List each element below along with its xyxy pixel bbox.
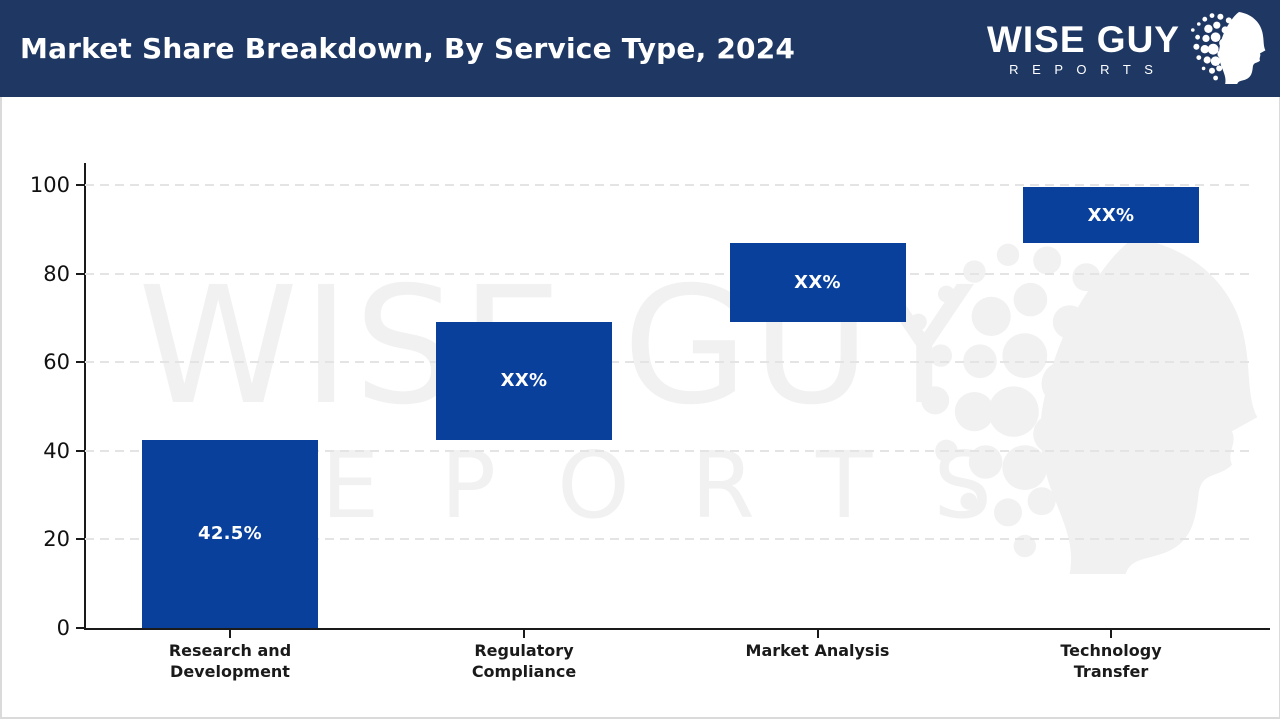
bar-value-label: 42.5% <box>198 523 262 545</box>
y-tick-mark <box>76 627 84 629</box>
x-axis-line <box>84 628 1270 630</box>
brand-logo: WISE GUY R E P O R T S <box>987 6 1266 90</box>
logo-wordmark: WISE GUY <box>986 18 1180 60</box>
header-bar: Market Share Breakdown, By Service Type,… <box>0 0 1280 97</box>
bar-segment-2: XX% <box>436 321 612 440</box>
gridline <box>85 184 1255 186</box>
y-tick-mark <box>76 361 84 364</box>
y-tick-mark <box>76 449 84 452</box>
y-tick-label: 80 <box>43 261 70 286</box>
x-tick-mark <box>816 630 819 638</box>
y-tick-label: 20 <box>43 527 70 552</box>
y-tick-mark <box>76 184 84 186</box>
x-tick-mark <box>229 630 231 638</box>
gridline <box>85 272 1255 275</box>
y-tick-label: 100 <box>29 173 70 197</box>
x-category-label: Regulatory Compliance <box>471 641 577 681</box>
chart-title: Market Share Breakdown, By Service Type,… <box>20 32 796 65</box>
bar-segment-3: XX% <box>729 243 906 322</box>
gridline <box>85 449 1255 452</box>
brand-logo-text: WISE GUY R E P O R T S <box>986 18 1180 77</box>
x-category-label: Research and Development <box>168 641 292 681</box>
x-tick-mark <box>1110 630 1112 638</box>
gridline <box>85 361 1255 364</box>
y-tick-label: 40 <box>43 438 70 463</box>
logo-subtext: R E P O R T S <box>1009 61 1158 77</box>
y-tick-mark <box>76 538 84 541</box>
gridline <box>85 538 1255 541</box>
y-axis-line <box>84 163 86 630</box>
x-category-label: Technology Transfer <box>1060 641 1162 681</box>
bar-segment-4: XX% <box>1023 187 1199 244</box>
bar-value-label: XX% <box>1087 204 1135 226</box>
y-tick-label: 0 <box>56 616 70 640</box>
bar-value-label: XX% <box>500 370 548 392</box>
x-tick-mark <box>523 630 525 638</box>
x-category-label: Market Analysis <box>745 641 890 660</box>
bar-segment-1: 42.5% <box>142 439 318 628</box>
y-tick-label: 60 <box>43 350 70 375</box>
y-tick-mark <box>76 272 84 275</box>
bar-value-label: XX% <box>794 271 841 293</box>
